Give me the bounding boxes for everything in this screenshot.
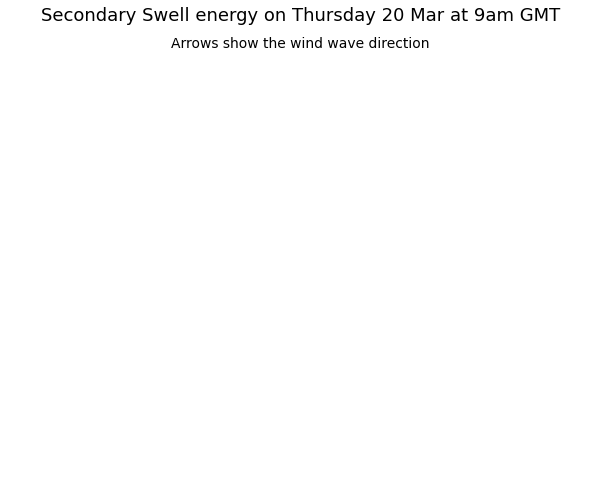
- Text: Arrows show the wind wave direction: Arrows show the wind wave direction: [171, 37, 430, 51]
- Text: Secondary Swell energy on Thursday 20 Mar at 9am GMT: Secondary Swell energy on Thursday 20 Ma…: [41, 7, 560, 25]
